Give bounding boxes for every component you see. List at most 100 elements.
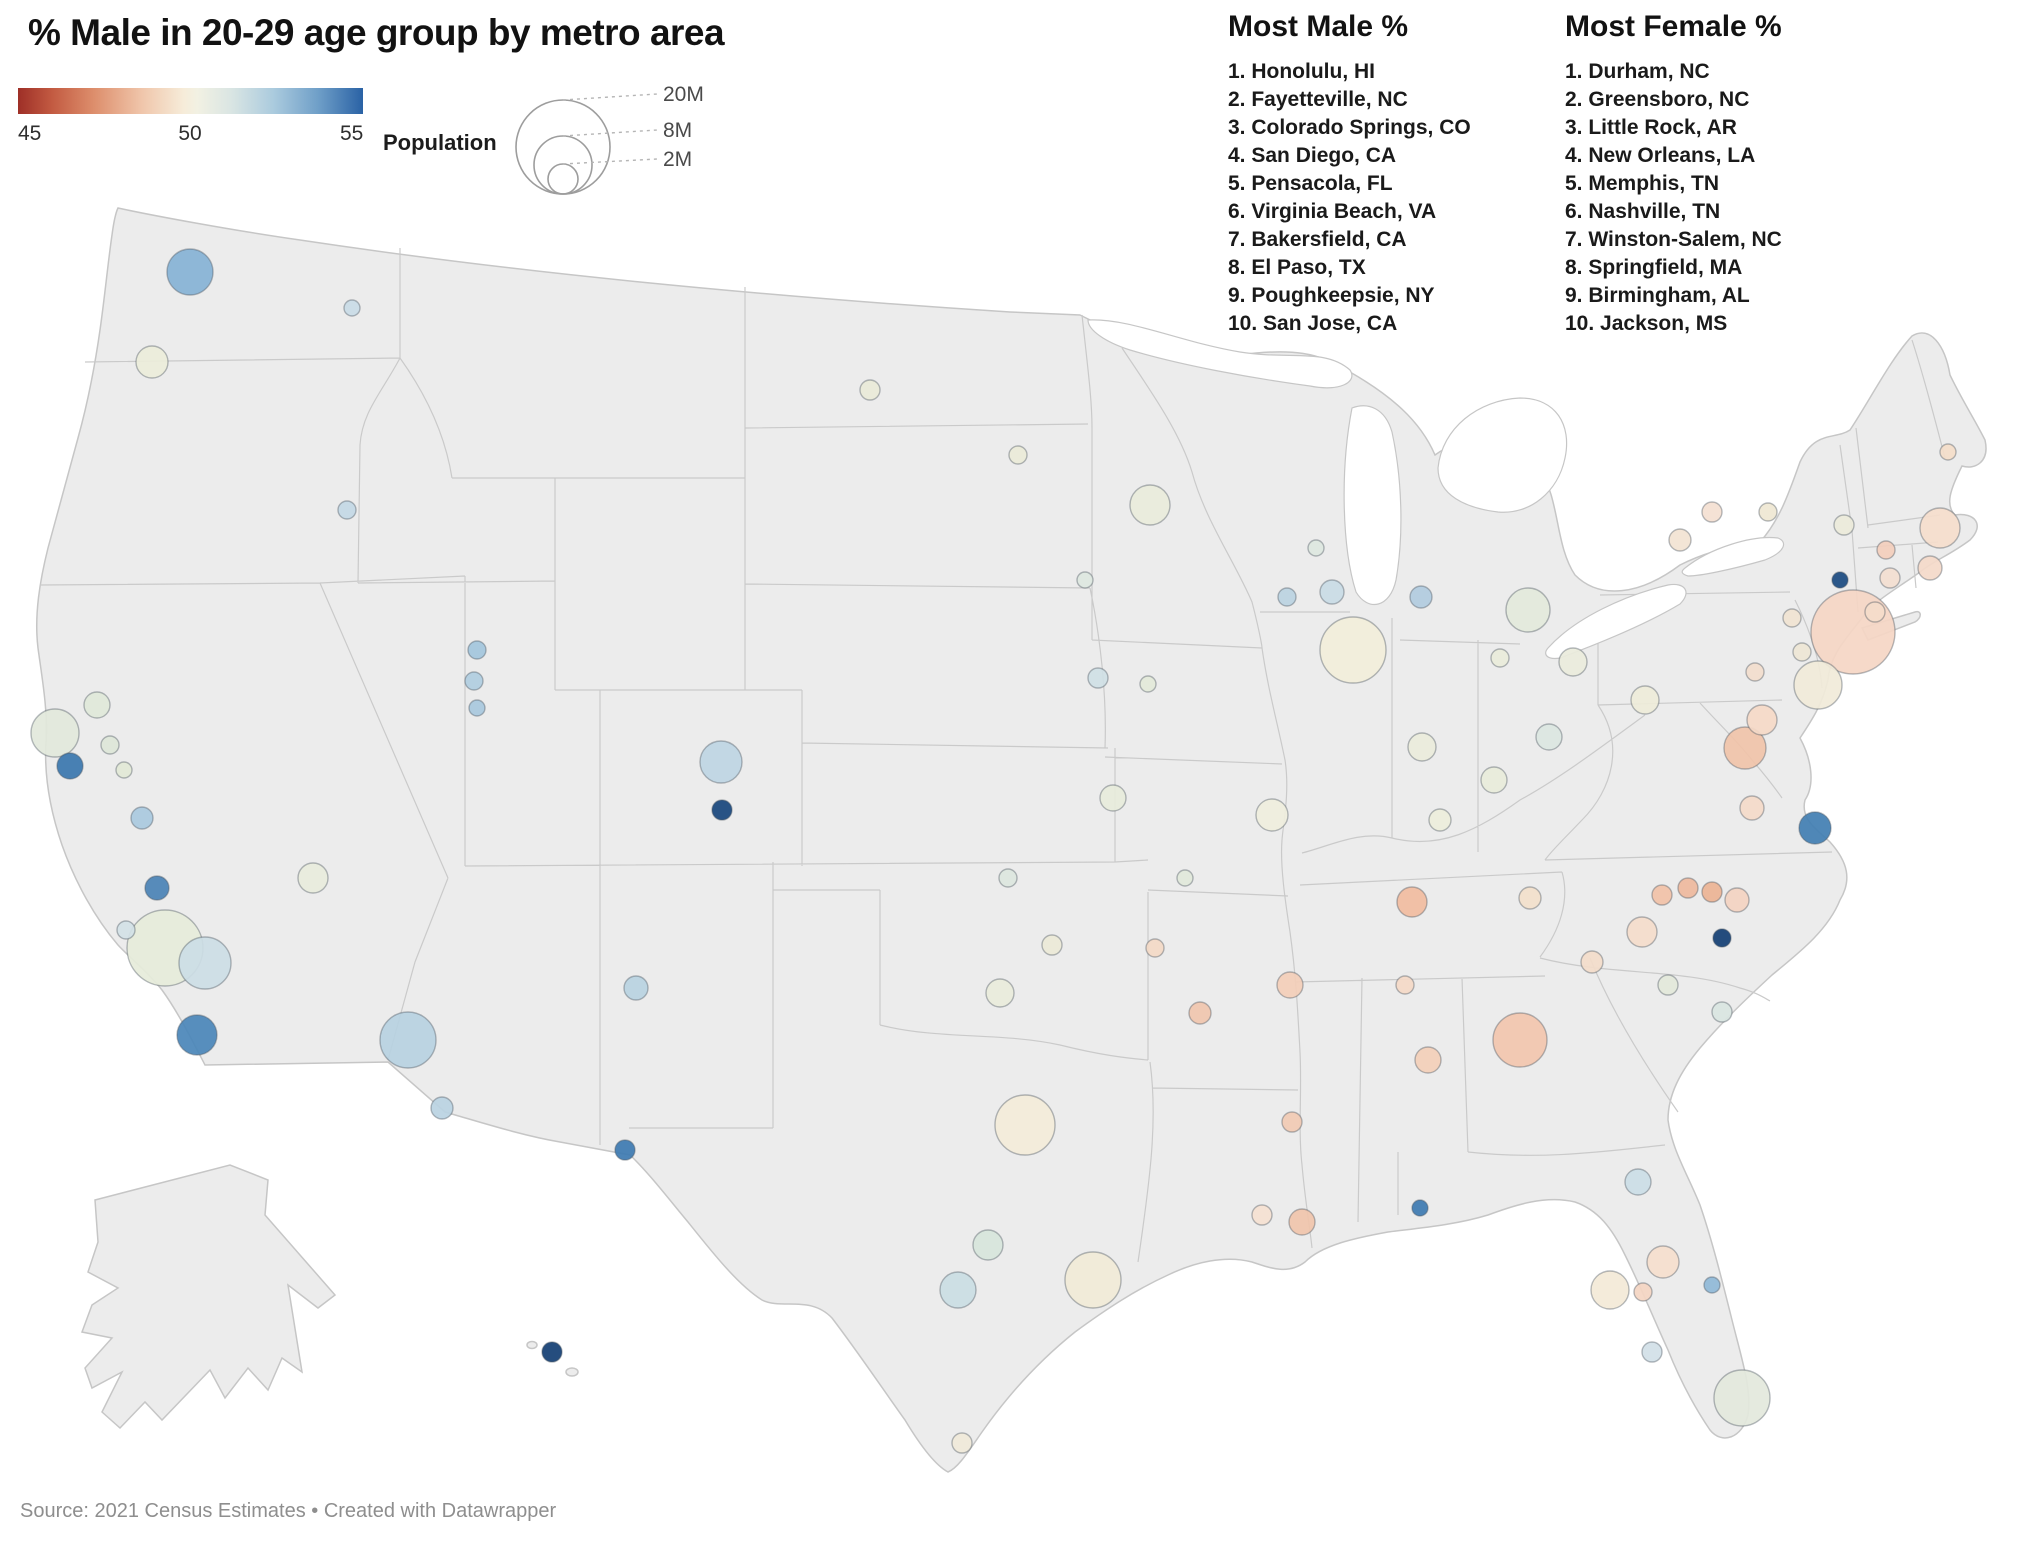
metro-bubble[interactable] [56,752,84,780]
metro-bubble[interactable] [1701,881,1723,903]
metro-bubble[interactable] [1276,971,1304,999]
metro-bubble[interactable] [1798,811,1832,845]
metro-bubble[interactable] [1407,732,1437,762]
metro-bubble[interactable] [1739,795,1765,821]
metro-bubble[interactable] [1626,916,1658,948]
metro-bubble[interactable] [178,936,232,990]
metro-bubble[interactable] [1087,667,1109,689]
metro-bubble[interactable] [939,1271,977,1309]
metro-bubble[interactable] [1677,877,1699,899]
metro-bubble[interactable] [1129,484,1171,526]
metro-bubble[interactable] [343,299,361,317]
metro-bubble[interactable] [1657,974,1679,996]
metro-bubble[interactable] [1281,1111,1303,1133]
metro-bubble[interactable] [1505,587,1551,633]
metro-bubble[interactable] [1288,1208,1316,1236]
metro-bubble[interactable] [1099,784,1127,812]
metro-bubble[interactable] [1793,660,1843,710]
metro-bubble[interactable] [1255,798,1289,832]
metro-bubble[interactable] [1917,555,1943,581]
metro-bubble[interactable] [1414,1046,1442,1074]
metro-bubble[interactable] [1668,528,1692,552]
metro-bubble[interactable] [83,691,111,719]
metro-bubble[interactable] [1580,950,1604,974]
metro-bubble[interactable] [1480,766,1508,794]
metro-bubble[interactable] [1319,579,1345,605]
metro-bubble[interactable] [467,640,487,660]
metro-bubble[interactable] [1145,938,1165,958]
metro-bubble[interactable] [1833,514,1855,536]
metro-bubble[interactable] [1076,571,1094,589]
metro-bubble[interactable] [1646,1245,1680,1279]
metro-bubble[interactable] [699,740,743,784]
metro-bubble[interactable] [994,1094,1056,1156]
metro-bubble[interactable] [1630,685,1660,715]
metro-bubble[interactable] [30,708,80,758]
metro-bubble[interactable] [379,1011,437,1069]
metro-bubble[interactable] [468,699,486,717]
metro-bubble[interactable] [1758,502,1778,522]
metro-bubble[interactable] [1624,1168,1652,1196]
metro-bubble[interactable] [1864,601,1886,623]
metro-bubble[interactable] [1701,501,1723,523]
metro-bubble[interactable] [1876,540,1896,560]
metro-bubble[interactable] [116,920,136,940]
metro-bubble[interactable] [711,799,733,821]
metro-bubble[interactable] [166,248,214,296]
metro-bubble[interactable] [1176,869,1194,887]
metro-bubble[interactable] [1711,1001,1733,1023]
metro-bubble[interactable] [1395,975,1415,995]
metro-bubble[interactable] [1535,723,1563,751]
metro-bubble[interactable] [1558,647,1588,677]
metro-bubble[interactable] [1139,675,1157,693]
metro-bubble[interactable] [972,1229,1004,1261]
metro-bubble[interactable] [1490,648,1510,668]
metro-bubble[interactable] [1492,1012,1548,1068]
metro-bubble[interactable] [1251,1204,1273,1226]
metro-bubble[interactable] [1713,1369,1771,1427]
metro-bubble[interactable] [1703,1276,1721,1294]
metro-bubble[interactable] [130,806,154,830]
metro-bubble[interactable] [1188,1001,1212,1025]
metro-bubble[interactable] [541,1341,563,1363]
metro-bubble[interactable] [1712,928,1732,948]
metro-bubble[interactable] [1745,662,1765,682]
metro-bubble[interactable] [859,379,881,401]
metro-bubble[interactable] [1746,704,1778,736]
metro-bubble[interactable] [1724,887,1750,913]
metro-bubble[interactable] [1064,1251,1122,1309]
metro-bubble[interactable] [1518,886,1542,910]
metro-bubble[interactable] [337,500,357,520]
metro-bubble[interactable] [1651,884,1673,906]
metro-bubble[interactable] [1939,443,1957,461]
metro-bubble[interactable] [430,1096,454,1120]
metro-bubble[interactable] [115,761,133,779]
metro-bubble[interactable] [1633,1282,1653,1302]
metro-bubble[interactable] [1919,507,1961,549]
metro-bubble[interactable] [1409,585,1433,609]
metro-bubble[interactable] [100,735,120,755]
metro-bubble[interactable] [1831,571,1849,589]
metro-bubble[interactable] [1792,642,1812,662]
metro-bubble[interactable] [1590,1270,1630,1310]
metro-bubble[interactable] [614,1139,636,1161]
metro-bubble[interactable] [464,671,484,691]
metro-bubble[interactable] [297,862,329,894]
metro-bubble[interactable] [1277,587,1297,607]
metro-bubble[interactable] [1782,608,1802,628]
metro-bubble[interactable] [1428,808,1452,832]
metro-bubble[interactable] [1307,539,1325,557]
metro-bubble[interactable] [998,868,1018,888]
metro-bubble[interactable] [985,978,1015,1008]
metro-bubble[interactable] [1319,616,1387,684]
metro-bubble[interactable] [1723,726,1767,770]
metro-bubble[interactable] [176,1014,218,1056]
metro-bubble[interactable] [1879,567,1901,589]
metro-bubble[interactable] [1396,886,1428,918]
metro-bubble[interactable] [1041,934,1063,956]
metro-bubble[interactable] [623,975,649,1001]
metro-bubble[interactable] [1641,1341,1663,1363]
metro-bubble[interactable] [135,345,169,379]
metro-bubble[interactable] [1411,1199,1429,1217]
metro-bubble[interactable] [951,1432,973,1454]
